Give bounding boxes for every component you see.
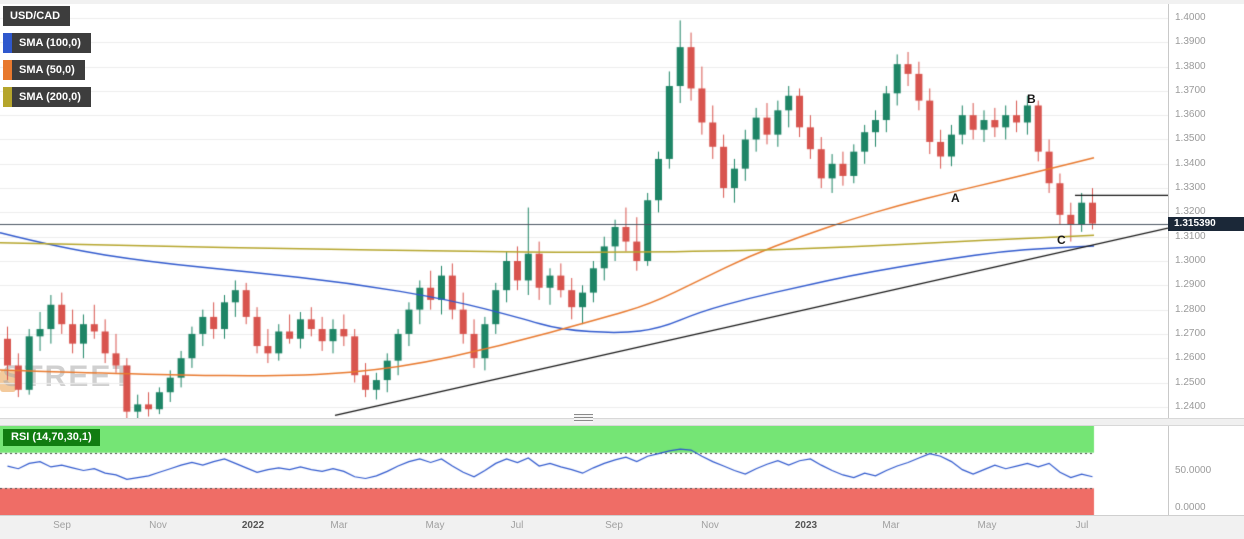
time-tick-label: Jul	[1075, 520, 1089, 531]
rsi-axis[interactable]: 50.0000 0.0000	[1168, 426, 1244, 515]
price-tick-label: 1.3500	[1175, 133, 1206, 145]
price-tick-label: 1.3300	[1175, 182, 1206, 194]
rsi-indicator-badge[interactable]: RSI (14,70,30,1)	[3, 429, 100, 446]
panel-splitter[interactable]	[0, 418, 1244, 426]
rsi-chart-canvas[interactable]	[0, 426, 1168, 515]
rsi-panel	[0, 426, 1168, 515]
price-tick-label: 1.3400	[1175, 157, 1206, 169]
instrument-label-text: USD/CAD	[3, 6, 71, 26]
time-tick-label: May	[425, 520, 445, 531]
time-tick-label: 2022	[241, 520, 265, 531]
last-price-badge: 1.315390	[1168, 216, 1244, 231]
time-tick-label: Nov	[149, 520, 167, 531]
price-tick-label: 1.3200	[1175, 206, 1206, 218]
sma-100-label-color-strip	[3, 33, 12, 53]
price-tick-label: 1.2400	[1175, 400, 1206, 412]
price-tick-label: 1.2600	[1175, 352, 1206, 364]
price-tick-label: 1.3900	[1175, 36, 1206, 48]
sma-50-label-color-strip	[3, 60, 12, 80]
instrument-label[interactable]: USD/CAD	[3, 6, 91, 26]
time-tick-label: Nov	[701, 520, 719, 531]
rsi-tick-label: 50.0000	[1175, 464, 1212, 476]
sma-100-label-text: SMA (100,0)	[12, 33, 91, 53]
time-tick-label: Sep	[605, 520, 623, 531]
sma-200-label-color-strip	[3, 87, 12, 107]
time-tick-label: Mar	[882, 520, 900, 531]
sma-200-label-text: SMA (200,0)	[12, 87, 91, 107]
sma-100-label[interactable]: SMA (100,0)	[3, 33, 91, 53]
wave-label-c: C	[1057, 233, 1066, 247]
price-chart: FXSTREET ABC	[0, 0, 1168, 418]
top-strip	[0, 0, 1244, 4]
price-axis[interactable]: 1.4000 1.3900 1.3800 1.3700 1.3600 1.3500 1.34…	[1168, 0, 1244, 418]
time-tick-label: 2023	[794, 520, 818, 531]
time-tick-label: Sep	[53, 520, 71, 531]
rsi-tick-label: 0.0000	[1175, 502, 1206, 513]
wave-label-b: B	[1027, 92, 1036, 106]
price-tick-label: 1.4000	[1175, 11, 1206, 23]
time-tick-label: May	[977, 520, 997, 531]
legend: USD/CAD SMA (100,0) SMA (50,0) SMA (200,0)	[3, 6, 91, 114]
price-tick-label: 1.3700	[1175, 84, 1206, 96]
panel-resize-handle[interactable]	[574, 414, 593, 423]
price-tick-label: 1.2900	[1175, 279, 1206, 291]
price-tick-label: 1.2800	[1175, 303, 1206, 315]
price-tick-label: 1.3600	[1175, 109, 1206, 121]
time-axis[interactable]: Sep Nov 2022 Mar May Jul Sep Nov 2023 Mar May Jul	[0, 515, 1244, 539]
price-chart-canvas[interactable]	[0, 0, 1168, 418]
price-tick-label: 1.2500	[1175, 376, 1206, 388]
price-tick-label: 1.3800	[1175, 60, 1206, 72]
wave-label-a: A	[951, 191, 960, 205]
time-tick-label: Jul	[510, 520, 524, 531]
sma-200-label[interactable]: SMA (200,0)	[3, 87, 91, 107]
sma-50-label[interactable]: SMA (50,0)	[3, 60, 91, 80]
sma-50-label-text: SMA (50,0)	[12, 60, 85, 80]
time-tick-label: Mar	[330, 520, 348, 531]
price-tick-label: 1.3100	[1175, 230, 1206, 242]
price-tick-label: 1.2700	[1175, 327, 1206, 339]
price-tick-label: 1.3000	[1175, 255, 1206, 266]
